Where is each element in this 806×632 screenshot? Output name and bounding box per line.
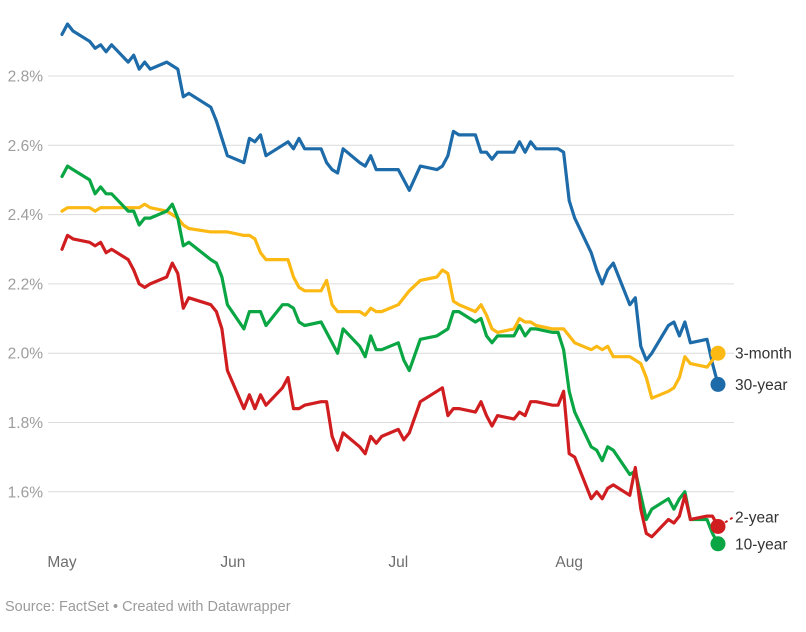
x-axis-tick-label: Jun bbox=[220, 554, 245, 571]
series-end-dot-10-year bbox=[710, 536, 726, 552]
series-end-label-10-year: 10-year bbox=[735, 536, 788, 553]
y-axis-tick-label: 2.2% bbox=[8, 276, 44, 293]
series-end-label-30-year: 30-year bbox=[735, 377, 788, 394]
y-axis-tick-label: 2.8% bbox=[8, 69, 44, 86]
x-axis-tick-label: Jul bbox=[388, 554, 408, 571]
y-axis-tick-label: 1.8% bbox=[8, 415, 44, 432]
series-line-2-year bbox=[60, 233, 720, 539]
series-end-dot-30-year bbox=[710, 376, 726, 392]
series-label-leader-2-year bbox=[724, 516, 734, 524]
series-line-10-year bbox=[60, 164, 720, 546]
series-end-label-3-month: 3-month bbox=[735, 346, 792, 363]
y-axis-tick-label: 2.4% bbox=[8, 207, 44, 224]
x-axis-tick-label: May bbox=[47, 554, 77, 571]
x-axis-tick-label: Aug bbox=[555, 554, 583, 571]
y-axis-tick-label: 1.6% bbox=[8, 484, 44, 501]
series-end-dot-2-year bbox=[710, 518, 726, 534]
series-line-3-month bbox=[60, 202, 720, 400]
y-axis-tick-label: 2.0% bbox=[8, 346, 44, 363]
source-attribution: Source: FactSet • Created with Datawrapp… bbox=[5, 599, 291, 615]
series-line-30-year bbox=[60, 22, 720, 386]
series-end-label-2-year: 2-year bbox=[735, 509, 779, 526]
series-end-dot-3-month bbox=[710, 345, 726, 361]
y-axis-tick-label: 2.6% bbox=[8, 138, 44, 155]
